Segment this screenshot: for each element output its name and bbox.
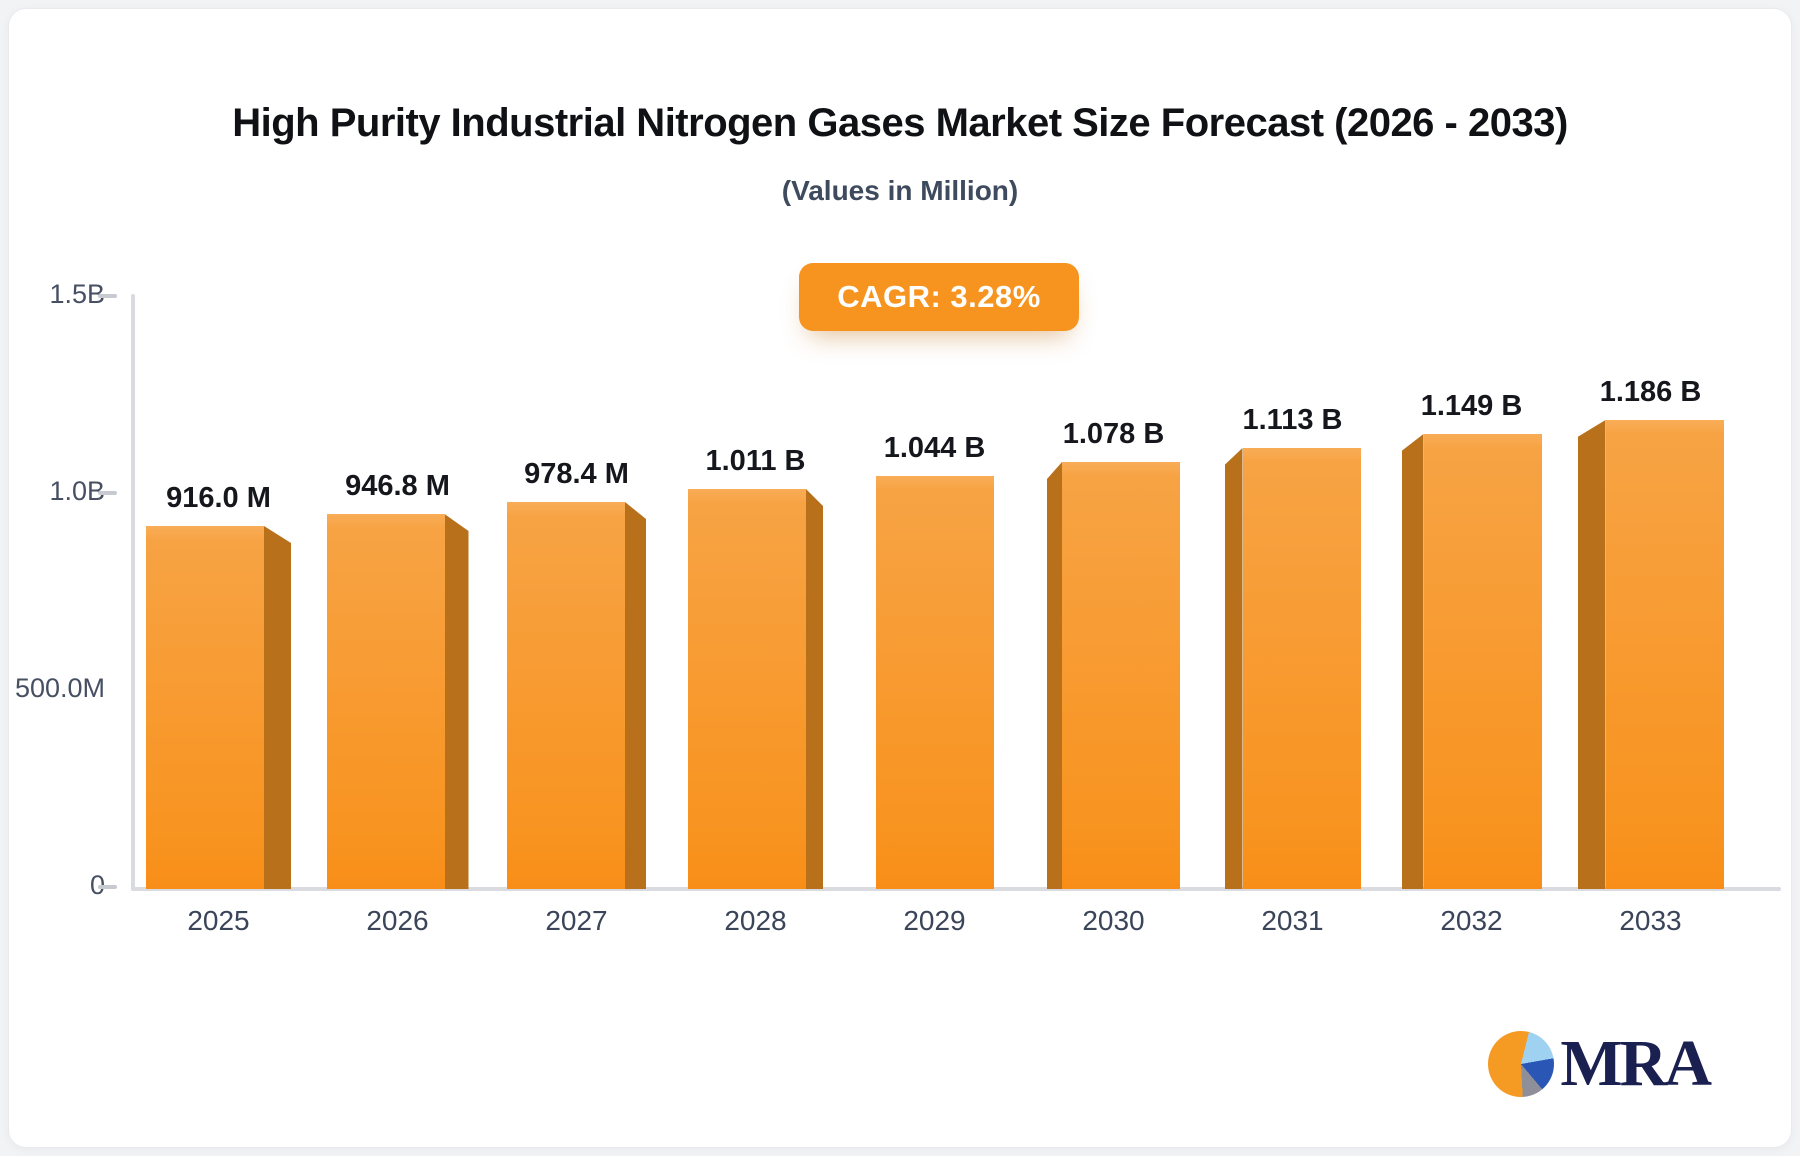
y-tick-dash: [98, 885, 117, 889]
bar[interactable]: [1047, 462, 1180, 889]
bar-value-label: 916.0 M: [166, 482, 271, 514]
bar-side: [1224, 448, 1243, 889]
y-tick-label: 1.0B: [49, 476, 105, 506]
y-tick-dash: [98, 491, 117, 495]
bar-side: [444, 514, 469, 889]
bar-front[interactable]: [1423, 434, 1542, 889]
bar-front[interactable]: [1242, 448, 1361, 889]
bar-value-label: 1.149 B: [1420, 390, 1523, 422]
bar-front[interactable]: [326, 514, 445, 889]
x-tick-label: 2027: [545, 905, 608, 936]
bar-value-label: 1.113 B: [1242, 404, 1343, 436]
y-axis-line: [131, 294, 135, 891]
bar-side: [1577, 420, 1606, 889]
bar-side: [264, 526, 291, 889]
bar[interactable]: [326, 514, 469, 889]
bar-front[interactable]: [507, 502, 625, 889]
chart-subtitle: (Values in Million): [781, 175, 1019, 206]
bar-value-label: 978.4 M: [524, 458, 629, 490]
cagr-badge: CAGR: 3.28%: [799, 263, 1079, 331]
bar[interactable]: [507, 502, 646, 889]
cagr-badge-label: CAGR: 3.28%: [837, 279, 1041, 314]
x-tick-label: 2032: [1440, 905, 1503, 936]
brand-logo: MRA: [1488, 1027, 1712, 1100]
x-tick-label: 2033: [1619, 905, 1682, 936]
bar-front[interactable]: [1062, 462, 1180, 889]
pie-chart-logo-icon: [1488, 1031, 1555, 1097]
bar-front[interactable]: [146, 526, 264, 889]
bar-value-label: 946.8 M: [345, 470, 450, 502]
bar-value-label: 1.044 B: [883, 432, 986, 464]
brand-logo-text: MRA: [1560, 1027, 1712, 1100]
bar[interactable]: [146, 526, 291, 889]
bar[interactable]: [1401, 434, 1542, 889]
x-tick-label: 2031: [1261, 905, 1324, 936]
bar-side: [625, 502, 646, 889]
x-tick-label: 2030: [1082, 905, 1145, 936]
bar-front[interactable]: [875, 476, 994, 889]
bar[interactable]: [875, 476, 994, 889]
y-tick-label: 500.0M: [14, 673, 105, 703]
y-tick-label: 1.5B: [49, 279, 105, 309]
bar-side: [1401, 434, 1424, 889]
bar-front[interactable]: [688, 489, 806, 889]
y-tick-label: 0: [9, 870, 105, 901]
bar[interactable]: [1577, 420, 1724, 889]
chart-card: High Purity Industrial Nitrogen Gases Ma…: [8, 8, 1792, 1148]
bar-value-label: 1.186 B: [1599, 376, 1702, 408]
bar[interactable]: [688, 489, 823, 889]
x-tick-label: 2029: [903, 905, 966, 936]
y-tick-dash: [98, 294, 117, 298]
bar-side: [806, 489, 823, 889]
x-tick-label: 2026: [366, 905, 429, 936]
bar-value-label: 1.078 B: [1062, 418, 1165, 450]
x-tick-label: 2028: [724, 905, 787, 936]
bar[interactable]: [1224, 448, 1361, 889]
bar-value-label: 1.011 B: [705, 445, 806, 477]
chart-title: High Purity Industrial Nitrogen Gases Ma…: [232, 101, 1568, 145]
bar-side: [1047, 462, 1062, 889]
x-axis-line: [131, 887, 1781, 891]
x-tick-label: 2025: [187, 905, 250, 936]
bar-front[interactable]: [1605, 420, 1724, 889]
